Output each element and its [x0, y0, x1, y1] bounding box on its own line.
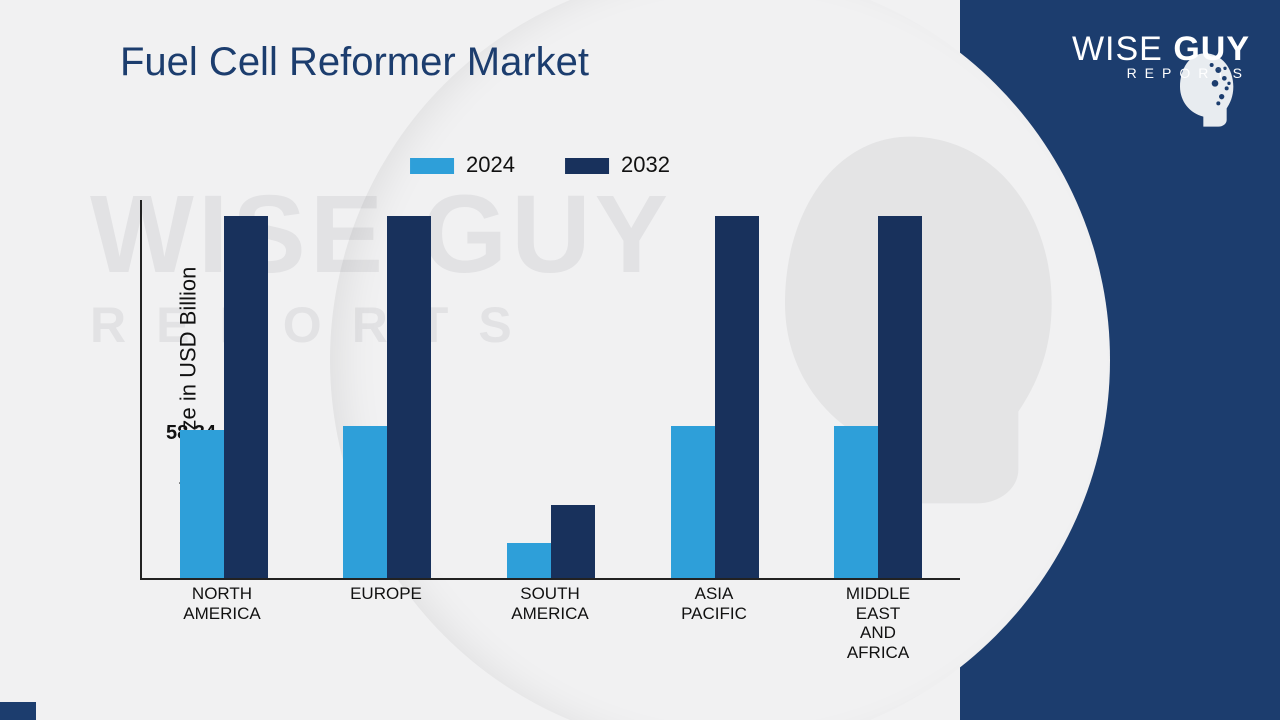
- x-tick-label: SOUTH AMERICA: [480, 584, 620, 662]
- bar: [671, 426, 715, 578]
- page-root: WISE GUY REPORTS Fuel Cell Reformer Mark…: [0, 0, 1280, 720]
- bar-group: [180, 216, 268, 578]
- x-axis-labels: NORTH AMERICA EUROPE SOUTH AMERICA ASIA PAC…: [140, 584, 960, 662]
- brand-head-icon: [1170, 50, 1240, 130]
- bar: [715, 216, 759, 578]
- x-tick-label: NORTH AMERICA: [152, 584, 292, 662]
- x-tick-label: EUROPE: [316, 584, 456, 662]
- bar: [180, 430, 224, 578]
- bar-groups: [142, 200, 960, 578]
- x-tick-label: ASIA PACIFIC: [644, 584, 784, 662]
- legend-swatch-2032: [565, 158, 609, 174]
- bar: [224, 216, 268, 578]
- bar-chart: Market Size in USD Billion 2024 2032 58.…: [100, 170, 980, 620]
- bar: [343, 426, 387, 578]
- legend-item-2024: 2024: [410, 152, 515, 178]
- bar: [551, 505, 595, 578]
- plot-area: 58.34: [140, 200, 960, 580]
- bar: [834, 426, 878, 578]
- chart-legend: 2024 2032: [410, 152, 670, 178]
- bar-group: [343, 216, 431, 578]
- x-tick-label: MIDDLE EAST AND AFRICA: [808, 584, 948, 662]
- bottom-accent-bar: [0, 702, 36, 720]
- bar-group: [834, 216, 922, 578]
- bar: [387, 216, 431, 578]
- chart-title: Fuel Cell Reformer Market: [120, 40, 589, 85]
- bar-group: [507, 505, 595, 578]
- legend-swatch-2024: [410, 158, 454, 174]
- bar: [878, 216, 922, 578]
- bar-group: [671, 216, 759, 578]
- bar: [507, 543, 551, 578]
- brand-logo: WISE GUY REPORTS: [1072, 30, 1250, 81]
- legend-item-2032: 2032: [565, 152, 670, 178]
